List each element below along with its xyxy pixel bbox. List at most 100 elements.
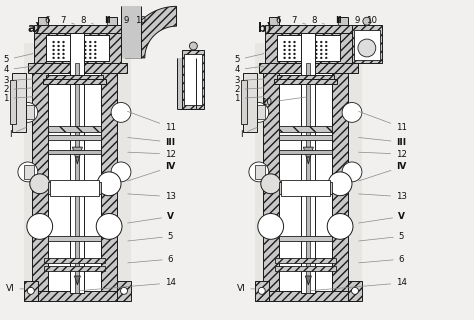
Bar <box>48 150 101 154</box>
Text: 1: 1 <box>3 94 33 103</box>
Circle shape <box>358 39 376 57</box>
Text: I: I <box>240 127 257 139</box>
Bar <box>269 17 279 25</box>
Bar <box>263 73 279 293</box>
Bar <box>279 182 332 194</box>
Circle shape <box>325 53 327 55</box>
Circle shape <box>327 213 353 239</box>
Circle shape <box>342 102 362 122</box>
Circle shape <box>258 213 283 239</box>
Circle shape <box>293 53 295 55</box>
Bar <box>301 33 315 293</box>
Circle shape <box>328 172 352 196</box>
Circle shape <box>94 49 96 51</box>
Bar <box>24 43 131 301</box>
Text: II: II <box>335 16 341 25</box>
Circle shape <box>283 49 285 51</box>
Circle shape <box>325 49 327 51</box>
Circle shape <box>53 57 55 59</box>
Circle shape <box>293 45 295 47</box>
Bar <box>279 135 332 140</box>
Text: I: I <box>9 127 26 139</box>
Text: VI: VI <box>6 284 24 293</box>
Circle shape <box>97 172 121 196</box>
Bar <box>279 73 332 293</box>
Circle shape <box>89 53 91 55</box>
Circle shape <box>293 41 295 43</box>
Circle shape <box>63 49 64 51</box>
Bar <box>12 73 26 132</box>
Bar <box>24 106 34 119</box>
Circle shape <box>320 41 322 43</box>
Text: 3: 3 <box>234 76 264 85</box>
Circle shape <box>84 49 86 51</box>
Bar <box>48 73 101 293</box>
Polygon shape <box>306 157 310 164</box>
Bar <box>241 80 247 124</box>
Polygon shape <box>74 276 81 285</box>
Text: IV: IV <box>128 163 176 181</box>
Bar <box>281 180 330 196</box>
Circle shape <box>89 45 91 47</box>
Bar <box>332 73 348 293</box>
Circle shape <box>315 53 317 55</box>
Bar <box>338 17 348 25</box>
Circle shape <box>63 45 64 47</box>
Polygon shape <box>303 147 313 157</box>
Bar <box>46 75 103 81</box>
Text: 5: 5 <box>128 232 173 241</box>
Circle shape <box>289 45 291 47</box>
Circle shape <box>53 49 55 51</box>
Bar <box>71 33 84 293</box>
Bar <box>277 35 340 61</box>
Text: 9: 9 <box>354 16 360 25</box>
Bar <box>352 25 382 63</box>
Circle shape <box>57 53 60 55</box>
Circle shape <box>96 213 122 239</box>
Bar <box>50 180 99 196</box>
Bar <box>259 291 358 301</box>
Circle shape <box>84 45 86 47</box>
Text: IV: IV <box>359 163 407 181</box>
Bar <box>24 165 34 179</box>
Circle shape <box>315 41 317 43</box>
Circle shape <box>293 49 295 51</box>
Bar <box>46 35 109 61</box>
Circle shape <box>94 57 96 59</box>
Circle shape <box>89 57 91 59</box>
Text: 8: 8 <box>81 16 94 25</box>
Polygon shape <box>305 276 311 285</box>
Bar <box>279 126 332 132</box>
Bar <box>107 17 117 25</box>
Circle shape <box>315 49 317 51</box>
Bar <box>279 150 332 154</box>
Circle shape <box>258 287 265 294</box>
Circle shape <box>315 57 317 59</box>
Circle shape <box>249 162 269 182</box>
Circle shape <box>261 174 281 194</box>
Circle shape <box>342 162 362 182</box>
Text: 6: 6 <box>128 255 173 264</box>
Text: VI: VI <box>237 284 255 293</box>
Bar <box>117 281 131 301</box>
Circle shape <box>89 49 91 51</box>
Text: 12: 12 <box>128 149 176 158</box>
Polygon shape <box>73 147 82 157</box>
Circle shape <box>30 174 50 194</box>
Circle shape <box>63 53 64 55</box>
Bar <box>75 63 79 293</box>
Bar <box>255 281 269 301</box>
Text: a): a) <box>27 22 40 35</box>
Bar <box>306 63 310 293</box>
Bar <box>28 291 127 301</box>
Bar <box>265 25 352 33</box>
Circle shape <box>57 45 60 47</box>
Circle shape <box>84 41 86 43</box>
Text: III: III <box>128 138 176 147</box>
Circle shape <box>94 45 96 47</box>
Circle shape <box>27 287 34 294</box>
Circle shape <box>352 287 358 294</box>
Text: 5: 5 <box>3 53 33 64</box>
Bar <box>255 106 265 119</box>
Bar <box>34 25 121 33</box>
